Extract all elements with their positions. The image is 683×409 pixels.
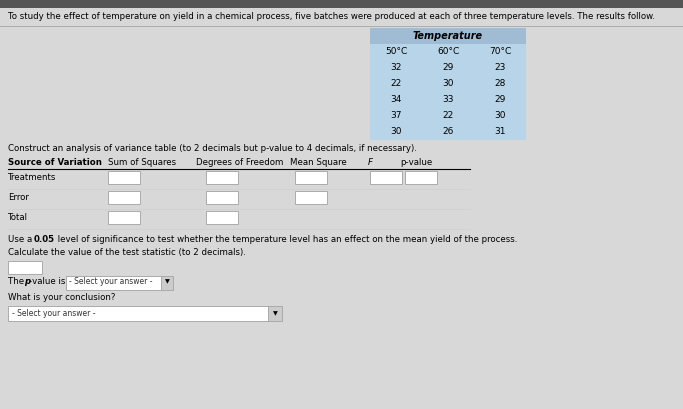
- Text: Treatments: Treatments: [8, 173, 57, 182]
- Text: 0.05: 0.05: [34, 235, 55, 244]
- Text: Calculate the value of the test statistic (to 2 decimals).: Calculate the value of the test statisti…: [8, 248, 246, 257]
- Text: 32: 32: [390, 63, 402, 72]
- Text: level of significance to test whether the temperature level has an effect on the: level of significance to test whether th…: [55, 235, 518, 244]
- Text: Temperature: Temperature: [413, 31, 483, 41]
- Text: Total: Total: [8, 213, 28, 222]
- Text: Mean Square: Mean Square: [290, 158, 347, 167]
- Text: - Select your answer -: - Select your answer -: [12, 309, 96, 318]
- Text: 50°C: 50°C: [385, 47, 407, 56]
- Text: Construct an analysis of variance table (to 2 decimals but p-value to 4 decimals: Construct an analysis of variance table …: [8, 144, 417, 153]
- Text: 30: 30: [390, 128, 402, 137]
- Text: 30: 30: [443, 79, 454, 88]
- Bar: [268, 306, 282, 321]
- Text: 37: 37: [390, 112, 402, 121]
- Bar: [370, 28, 526, 140]
- Text: ▼: ▼: [165, 279, 169, 285]
- Bar: [206, 171, 238, 184]
- Text: p‑value: p‑value: [400, 158, 432, 167]
- Text: p: p: [24, 277, 30, 286]
- Bar: [8, 306, 268, 321]
- Text: What is your conclusion?: What is your conclusion?: [8, 293, 115, 302]
- Text: 31: 31: [494, 128, 505, 137]
- Bar: [0, 0, 683, 8]
- Bar: [66, 276, 161, 290]
- Bar: [8, 261, 42, 274]
- Text: 26: 26: [443, 128, 454, 137]
- Text: 29: 29: [494, 95, 505, 105]
- Text: To study the effect of temperature on yield in a chemical process, five batches : To study the effect of temperature on yi…: [8, 12, 655, 21]
- Text: - Select your answer -: - Select your answer -: [69, 277, 152, 286]
- Text: 33: 33: [443, 95, 454, 105]
- Text: 22: 22: [391, 79, 402, 88]
- Bar: [108, 211, 140, 224]
- Text: Degrees of Freedom: Degrees of Freedom: [196, 158, 283, 167]
- Bar: [206, 191, 238, 204]
- Bar: [108, 191, 140, 204]
- Text: The: The: [8, 277, 27, 286]
- Bar: [295, 171, 327, 184]
- Bar: [108, 171, 140, 184]
- Text: Source of Variation: Source of Variation: [8, 158, 102, 167]
- Text: 60°C: 60°C: [437, 47, 459, 56]
- Text: Use a: Use a: [8, 235, 35, 244]
- Text: Sum of Squares: Sum of Squares: [108, 158, 176, 167]
- Bar: [405, 171, 437, 184]
- Text: 22: 22: [443, 112, 454, 121]
- Bar: [295, 191, 327, 204]
- Text: 29: 29: [443, 63, 454, 72]
- Text: 30: 30: [494, 112, 505, 121]
- Text: 23: 23: [494, 63, 505, 72]
- Text: Error: Error: [8, 193, 29, 202]
- Text: 34: 34: [390, 95, 402, 105]
- Bar: [161, 276, 173, 290]
- Text: ‑value is: ‑value is: [29, 277, 66, 286]
- Text: 70°C: 70°C: [489, 47, 511, 56]
- Bar: [370, 28, 526, 44]
- Text: F: F: [368, 158, 373, 167]
- Bar: [370, 171, 402, 184]
- Bar: [206, 211, 238, 224]
- Text: ▼: ▼: [273, 311, 277, 316]
- Text: 28: 28: [494, 79, 505, 88]
